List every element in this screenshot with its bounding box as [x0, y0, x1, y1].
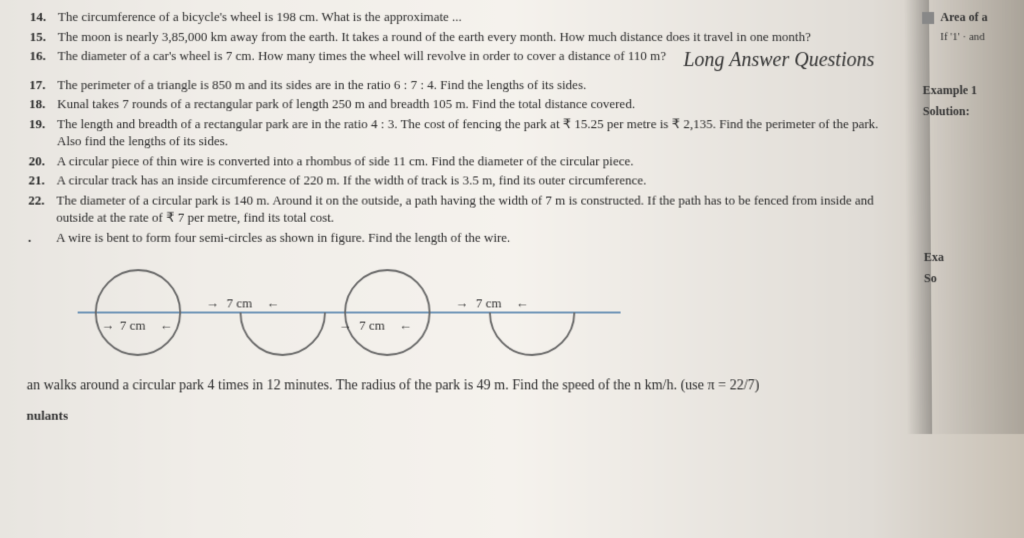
nulants-text: nulants: [26, 408, 997, 424]
bottom-question: an walks around a circular park 4 times …: [27, 376, 998, 396]
q-num: .: [28, 229, 56, 247]
q-text: The length and breadth of a rectangular …: [57, 115, 995, 150]
question-20: 20. A circular piece of thin wire is con…: [29, 152, 996, 170]
q-num: 18.: [29, 95, 57, 113]
dim-label: 7 cm: [226, 295, 252, 310]
svg-text:→: →: [339, 317, 352, 332]
semicircle-figure: → 7 cm ← → 7 cm ← → 7 cm ← → 7 cm ←: [67, 257, 997, 368]
q-num: 20.: [29, 152, 57, 170]
question-23: . A wire is bent to form four semi-circl…: [28, 229, 996, 247]
q-text: The perimeter of a triangle is 850 m and…: [57, 76, 995, 94]
question-19: 19. The length and breadth of a rectangu…: [29, 115, 996, 150]
right-margin-notes: Area of a If '1' · and Example 1 Solutio…: [914, 0, 1024, 434]
svg-text:←: ←: [516, 295, 529, 310]
question-14: 14. The circumference of a bicycle's whe…: [30, 8, 994, 26]
dim-label: 7 cm: [476, 295, 502, 310]
svg-text:→: →: [206, 295, 219, 310]
q-text: A circular track has an inside circumfer…: [56, 172, 995, 190]
question-17: 17. The perimeter of a triangle is 850 m…: [29, 76, 995, 94]
margin-exa: Exa: [924, 250, 1019, 265]
q-text: The diameter of a circular park is 140 m…: [56, 191, 996, 226]
q-text: A wire is bent to form four semi-circles…: [56, 229, 996, 247]
question-22: 22. The diameter of a circular park is 1…: [28, 191, 996, 226]
bullet-box-icon: [922, 12, 934, 24]
q-num: 21.: [28, 172, 56, 190]
svg-text:←: ←: [267, 295, 280, 310]
q-num: 22.: [28, 191, 56, 226]
dim-label: 7 cm: [359, 317, 385, 332]
svg-text:←: ←: [160, 317, 173, 332]
dim-label: 7 cm: [120, 317, 146, 332]
wire-diagram: → 7 cm ← → 7 cm ← → 7 cm ← → 7 cm ←: [67, 257, 631, 368]
q-text: The circumference of a bicycle's wheel i…: [58, 8, 994, 26]
margin-area: Area of a: [922, 10, 1016, 25]
question-18: 18. Kunal takes 7 rounds of a rectangula…: [29, 95, 995, 113]
textbook-page: 14. The circumference of a bicycle's whe…: [0, 0, 1024, 434]
q-text: A circular piece of thin wire is convert…: [57, 152, 996, 170]
q-num: 16.: [29, 47, 57, 65]
svg-text:←: ←: [399, 317, 412, 332]
q-num: 17.: [29, 76, 57, 94]
margin-if: If '1' · and: [922, 31, 1016, 43]
margin-text: Area of a: [940, 10, 987, 24]
q-num: 15.: [30, 28, 58, 46]
q-num: 19.: [29, 115, 57, 150]
question-15: 15. The moon is nearly 3,85,000 km away …: [30, 28, 995, 46]
q-text: The moon is nearly 3,85,000 km away from…: [58, 28, 995, 46]
margin-solution: Solution:: [923, 104, 1017, 119]
margin-so: So: [924, 271, 1019, 286]
q-num: 14.: [30, 8, 58, 26]
svg-text:→: →: [456, 295, 469, 310]
svg-text:→: →: [102, 317, 115, 332]
margin-example: Example 1: [923, 83, 1017, 98]
q-text: Kunal takes 7 rounds of a rectangular pa…: [57, 95, 995, 113]
question-21: 21. A circular track has an inside circu…: [28, 172, 995, 190]
